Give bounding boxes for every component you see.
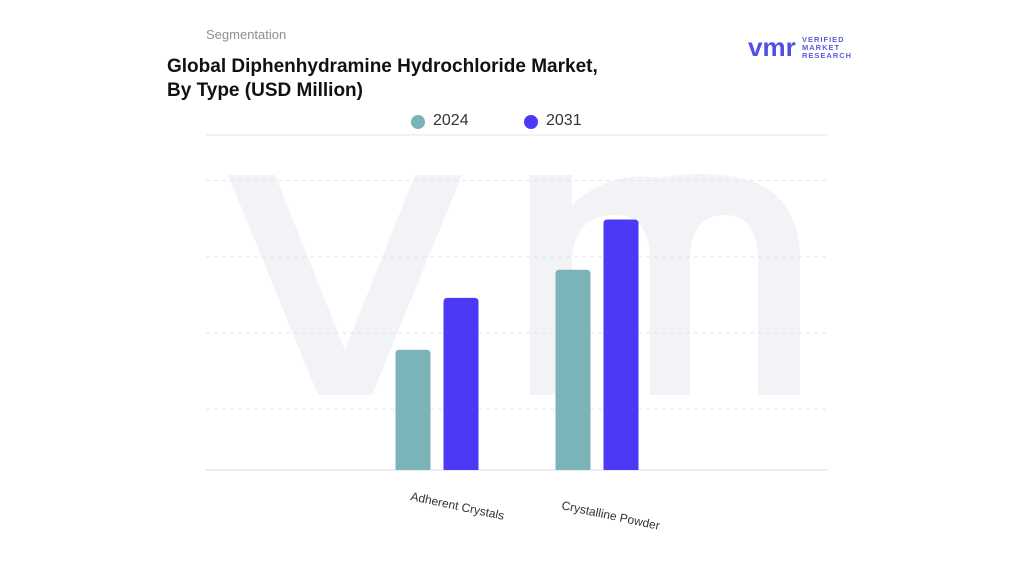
x-tick-label-adherent-crystals: Adherent Crystals — [409, 489, 505, 523]
x-tick-label-crystalline-powder: Crystalline Powder — [560, 498, 661, 532]
logo-line-research: RESEARCH — [802, 51, 853, 60]
bar-adherent-crystals-2024[interactable] — [395, 349, 431, 470]
bar-crystalline-powder-2031[interactable] — [603, 219, 639, 470]
legend: 2024 2031 — [0, 112, 1024, 132]
bars — [395, 219, 639, 470]
vmr-logo-mark: vmr — [748, 34, 796, 62]
logo-line-market: MARKET — [802, 43, 841, 52]
legend-dot-2024 — [411, 115, 425, 129]
segment-label: Segmentation — [206, 27, 287, 42]
x-axis-labels: Adherent Crystals Crystalline Powder — [409, 489, 661, 532]
legend-label-2031: 2031 — [546, 112, 582, 129]
logo-text: VERIFIED MARKET RESEARCH — [802, 36, 852, 60]
grid-lines — [206, 134, 828, 471]
chart-title: Global Diphenhydramine Hydrochloride Mar… — [167, 55, 637, 103]
bar-adherent-crystals-2031[interactable] — [443, 297, 479, 470]
chart-title-line-2: By Type (USD Million) — [167, 80, 363, 101]
legend-dot-2031 — [524, 115, 538, 129]
chart-title-line-1: Global Diphenhydramine Hydrochloride Mar… — [167, 56, 598, 77]
bar-crystalline-powder-2024[interactable] — [555, 269, 591, 470]
vmr-logo-icon: vmr — [748, 34, 796, 62]
legend-label-2024: 2024 — [433, 112, 469, 129]
logo-line-verified: VERIFIED — [802, 35, 845, 44]
watermark-icon — [228, 174, 800, 395]
